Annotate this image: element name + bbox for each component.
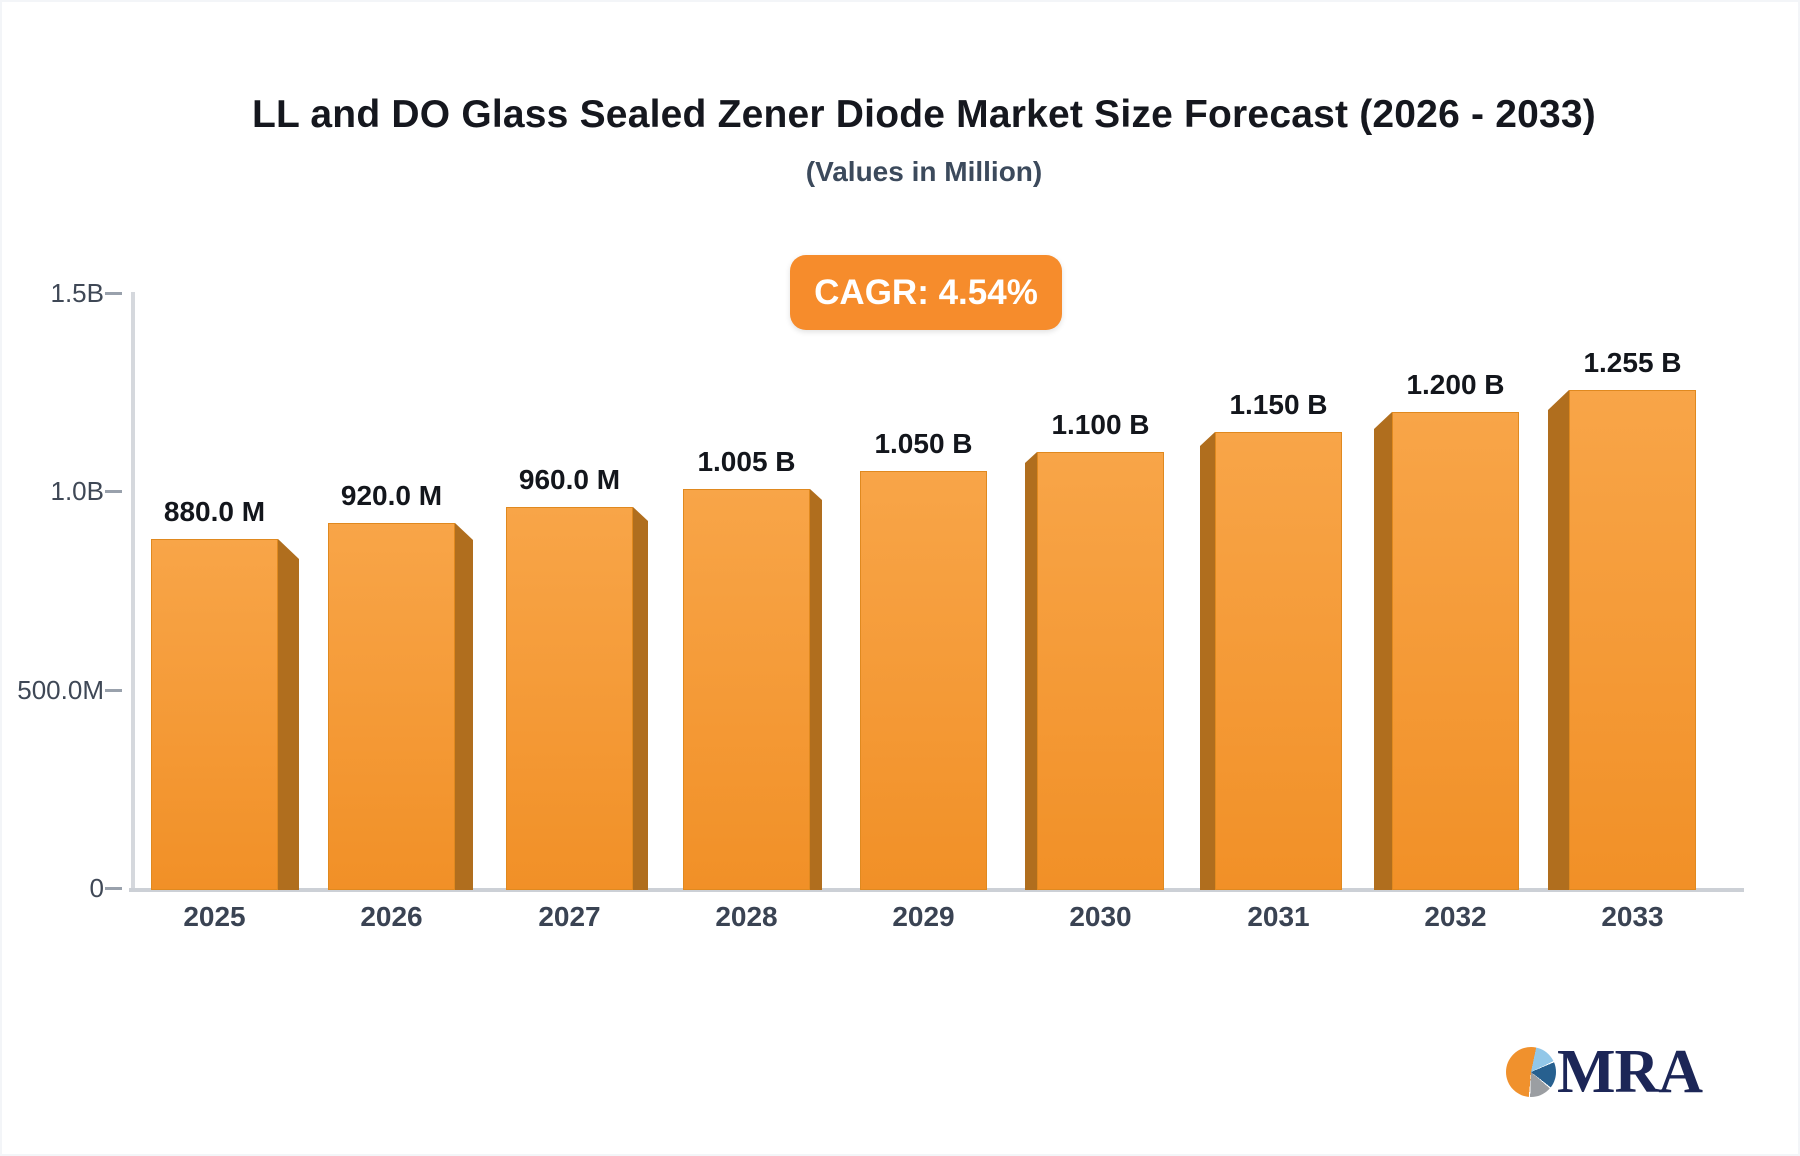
x-axis-line bbox=[129, 888, 1744, 892]
y-tick-mark bbox=[105, 292, 122, 295]
x-axis-label: 2032 bbox=[1424, 901, 1487, 932]
bar-front-face bbox=[1392, 412, 1519, 890]
logo-text: MRA bbox=[1557, 1038, 1703, 1106]
bar-side-face bbox=[633, 507, 648, 890]
x-axis-label: 2028 bbox=[715, 901, 778, 932]
x-axis-label: 2029 bbox=[892, 901, 955, 932]
bar-value-label: 920.0 M bbox=[340, 480, 443, 511]
mra-logo: MRA bbox=[1506, 1038, 1703, 1106]
bar-side-face bbox=[1548, 390, 1569, 890]
y-tick-mark bbox=[105, 887, 122, 890]
chart-title: LL and DO Glass Sealed Zener Diode Marke… bbox=[252, 93, 1596, 136]
y-tick-mark bbox=[105, 688, 122, 692]
y-tick-label: 500.0M bbox=[17, 674, 104, 705]
bar-value-label: 960.0 M bbox=[518, 464, 621, 495]
x-axis-label: 2027 bbox=[538, 901, 601, 932]
bar-side-face bbox=[278, 539, 299, 890]
bar-value-label: 1.150 B bbox=[1229, 389, 1328, 420]
y-tick-label: 0 bbox=[89, 873, 104, 903]
bar-front-face bbox=[1569, 390, 1696, 890]
x-axis-label: 2030 bbox=[1069, 901, 1132, 932]
bar-front-face bbox=[860, 471, 987, 890]
bar-side-face bbox=[1374, 412, 1392, 890]
y-axis-line bbox=[131, 292, 135, 892]
bar-front-face bbox=[1215, 432, 1342, 890]
x-axis-label: 2033 bbox=[1601, 901, 1664, 932]
y-tick-mark bbox=[105, 490, 122, 494]
x-axis-label: 2031 bbox=[1247, 901, 1310, 932]
x-axis-label: 2026 bbox=[360, 901, 423, 932]
bar-value-label: 1.255 B bbox=[1583, 347, 1682, 378]
pie-chart-logo-icon bbox=[1506, 1047, 1556, 1097]
bar-side-face bbox=[1200, 432, 1215, 890]
bar-value-label: 1.005 B bbox=[697, 446, 796, 477]
y-tick-label: 1.0B bbox=[50, 476, 105, 507]
bar-front-face bbox=[683, 489, 810, 890]
bar-side-face bbox=[1025, 452, 1037, 890]
bar-value-label: 1.100 B bbox=[1051, 409, 1150, 440]
bar-front-face bbox=[151, 539, 278, 890]
bar-value-label: 1.200 B bbox=[1406, 369, 1505, 400]
chart-subtitle: (Values in Million) bbox=[805, 156, 1043, 187]
bar-value-label: 880.0 M bbox=[163, 496, 266, 527]
bar-side-face bbox=[810, 489, 822, 890]
y-tick-label: 1.5B bbox=[50, 278, 105, 308]
bar-front-face bbox=[328, 523, 455, 890]
bar-side-face bbox=[455, 523, 473, 890]
bar-value-label: 1.050 B bbox=[874, 428, 973, 459]
chart-header: LL and DO Glass Sealed Zener Diode Marke… bbox=[2, 90, 1798, 189]
x-axis-label: 2025 bbox=[183, 901, 246, 932]
bar-front-face bbox=[1037, 452, 1164, 890]
cagr-badge: CAGR: 4.54% bbox=[790, 255, 1062, 330]
bar-front-face bbox=[506, 507, 633, 890]
